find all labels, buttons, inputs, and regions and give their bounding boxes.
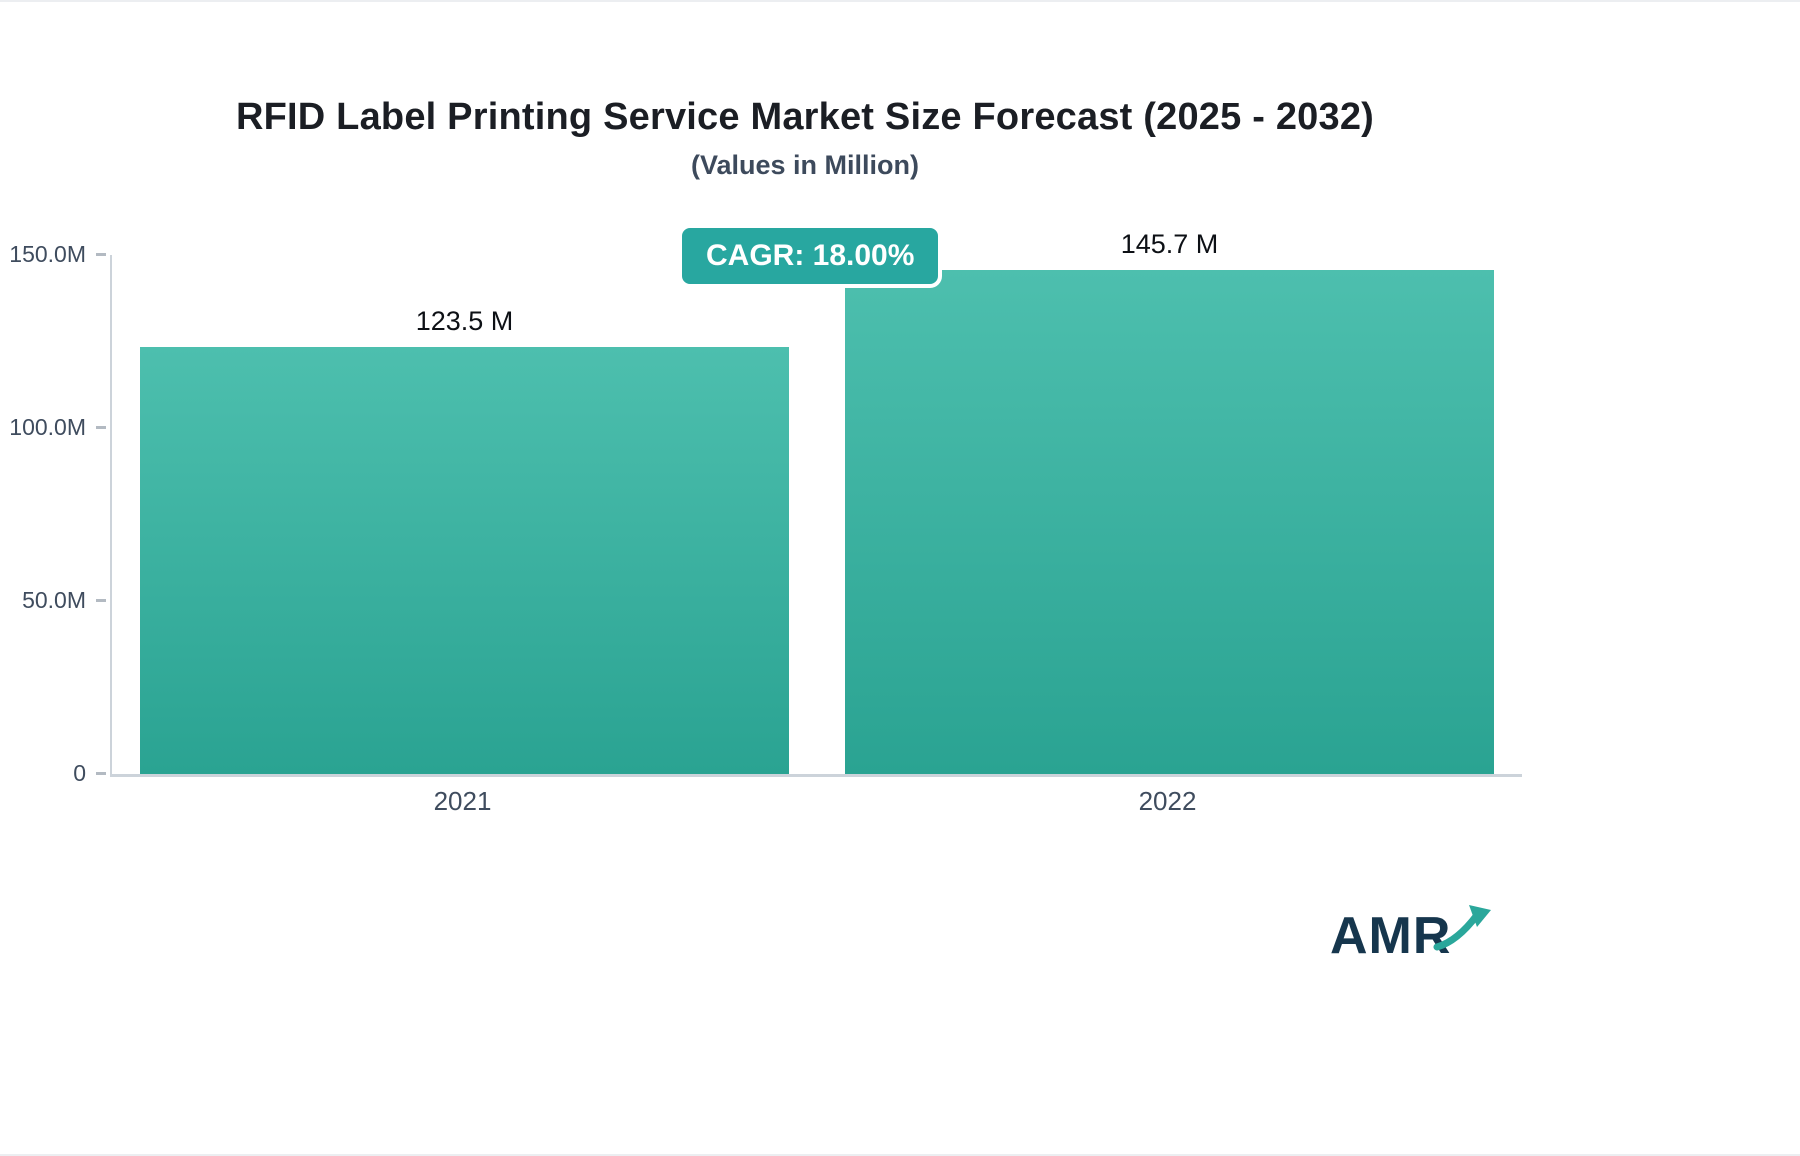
- y-tick-label: 0: [73, 760, 86, 786]
- x-tick-label: 2022: [1138, 786, 1197, 816]
- growth-arrow-icon: [1433, 905, 1492, 951]
- y-axis-labels: 0 50.0M 100.0M 150.0M: [0, 241, 110, 786]
- y-tick-label: 100.0M: [9, 414, 86, 440]
- y-tick-label: 50.0M: [22, 587, 86, 613]
- plot-area: 123.5 M 145.7 M: [110, 229, 1522, 777]
- x-axis-labels: 2021 2022: [110, 786, 1520, 826]
- y-tick-mark: [96, 426, 106, 429]
- chart-subtitle: (Values in Million): [690, 150, 920, 180]
- chart-title: RFID Label Printing Service Market Size …: [235, 96, 1375, 138]
- bar-value-label: 145.7 M: [1120, 228, 1219, 259]
- y-tick-label: 150.0M: [9, 241, 86, 267]
- bar-2022: [845, 269, 1494, 774]
- y-tick-mark: [96, 253, 106, 256]
- y-tick-mark: [96, 599, 106, 602]
- amr-logo: AMR: [1330, 904, 1495, 968]
- x-tick-label: 2021: [433, 786, 492, 816]
- cagr-badge: CAGR: 18.00%: [678, 224, 943, 288]
- bar-2021: [140, 346, 789, 774]
- bar-value-label: 123.5 M: [415, 305, 514, 336]
- amr-logo-text: AMR: [1330, 907, 1452, 965]
- y-tick-mark: [96, 772, 106, 775]
